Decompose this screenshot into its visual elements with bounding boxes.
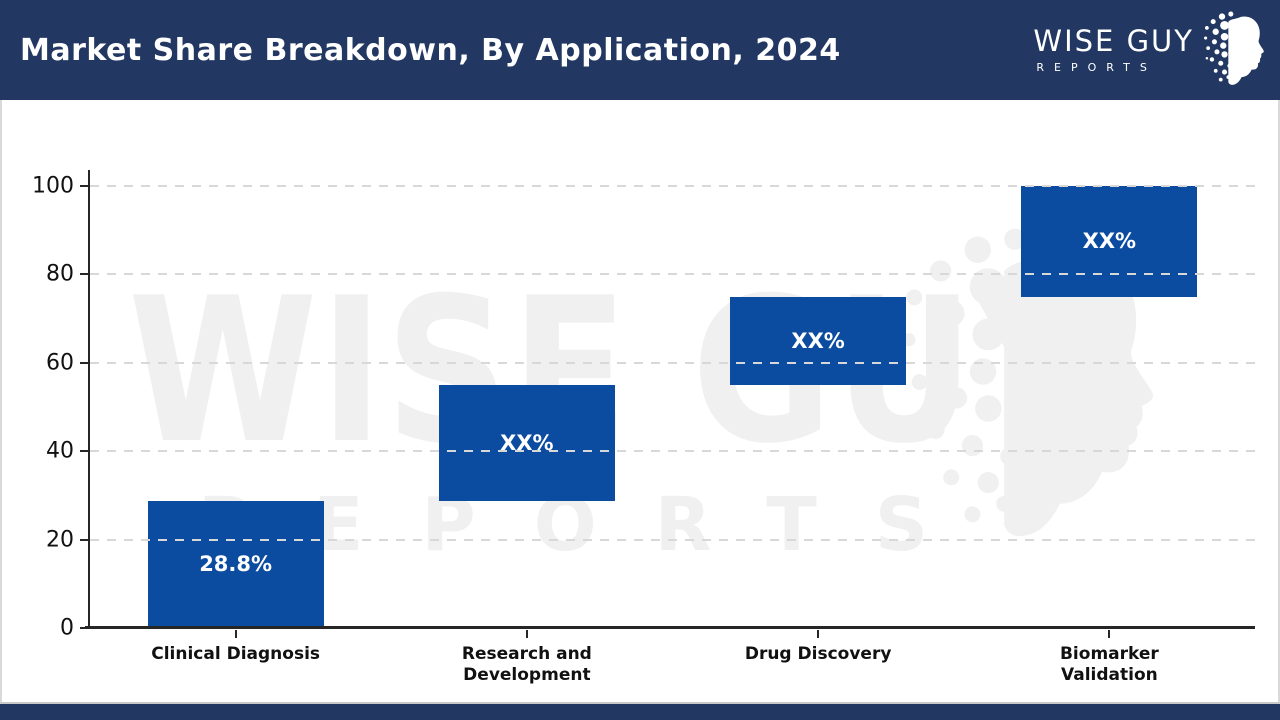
- gridline: [90, 185, 1255, 187]
- footer-divider: [0, 702, 1280, 704]
- plot-area: 0 20 40 60 80 100 28.8% Clinical Diagnosis XX% Re…: [32, 170, 1255, 685]
- page-title: Market Share Breakdown, By Application, …: [20, 32, 841, 68]
- y-axis-line: [88, 170, 90, 628]
- header-bar: Market Share Breakdown, By Application, …: [0, 0, 1280, 100]
- y-axis-tick: [80, 273, 88, 276]
- x-category-label: Biomarker Validation: [1059, 644, 1159, 686]
- y-tick-label: 100: [32, 173, 74, 199]
- bar-value-label: XX%: [1082, 229, 1137, 254]
- x-axis-tick: [1108, 630, 1111, 638]
- x-axis-tick: [525, 630, 528, 638]
- logo-tagline: REPORTS: [1036, 60, 1157, 74]
- bar-value-label: 28.8%: [199, 552, 273, 577]
- x-axis-tick: [817, 630, 820, 638]
- y-axis-tick: [80, 627, 88, 629]
- y-tick-label: 40: [46, 438, 74, 464]
- y-tick-label: 20: [46, 527, 74, 553]
- footer-bar: [0, 704, 1280, 720]
- bar-3: XX%: [730, 296, 907, 385]
- gridline: [90, 273, 1255, 276]
- chart-card: WISE GUY REPORTS 0 20 40 60 80 100 28.8% Clinic…: [0, 100, 1280, 704]
- wise-guy-logo: WISE GUY REPORTS: [1033, 6, 1270, 94]
- x-category-label: Research and Development: [461, 644, 592, 686]
- y-tick-label: 80: [46, 261, 74, 287]
- y-tick-label: 0: [60, 615, 74, 641]
- y-tick-label: 60: [46, 350, 74, 376]
- logo-head-icon: [1198, 9, 1270, 91]
- bar-2: XX%: [438, 384, 615, 501]
- y-axis-tick: [80, 538, 88, 541]
- gridline: [90, 450, 1255, 453]
- y-axis-tick: [80, 185, 88, 187]
- logo-text: WISE GUY REPORTS: [1033, 23, 1194, 74]
- bar-4: XX%: [1021, 186, 1198, 297]
- x-category-label: Drug Discovery: [744, 644, 892, 664]
- bar-1: 28.8%: [147, 500, 324, 628]
- bar-value-label: XX%: [791, 328, 845, 353]
- gridline: [90, 361, 1255, 364]
- y-axis-tick: [80, 450, 88, 453]
- x-axis-tick: [234, 630, 237, 638]
- logo-name: WISE GUY: [1033, 23, 1194, 58]
- x-axis-line: [85, 626, 1255, 629]
- x-category-label: Clinical Diagnosis: [151, 644, 321, 664]
- y-axis-tick: [80, 361, 88, 364]
- gridline: [90, 538, 1255, 541]
